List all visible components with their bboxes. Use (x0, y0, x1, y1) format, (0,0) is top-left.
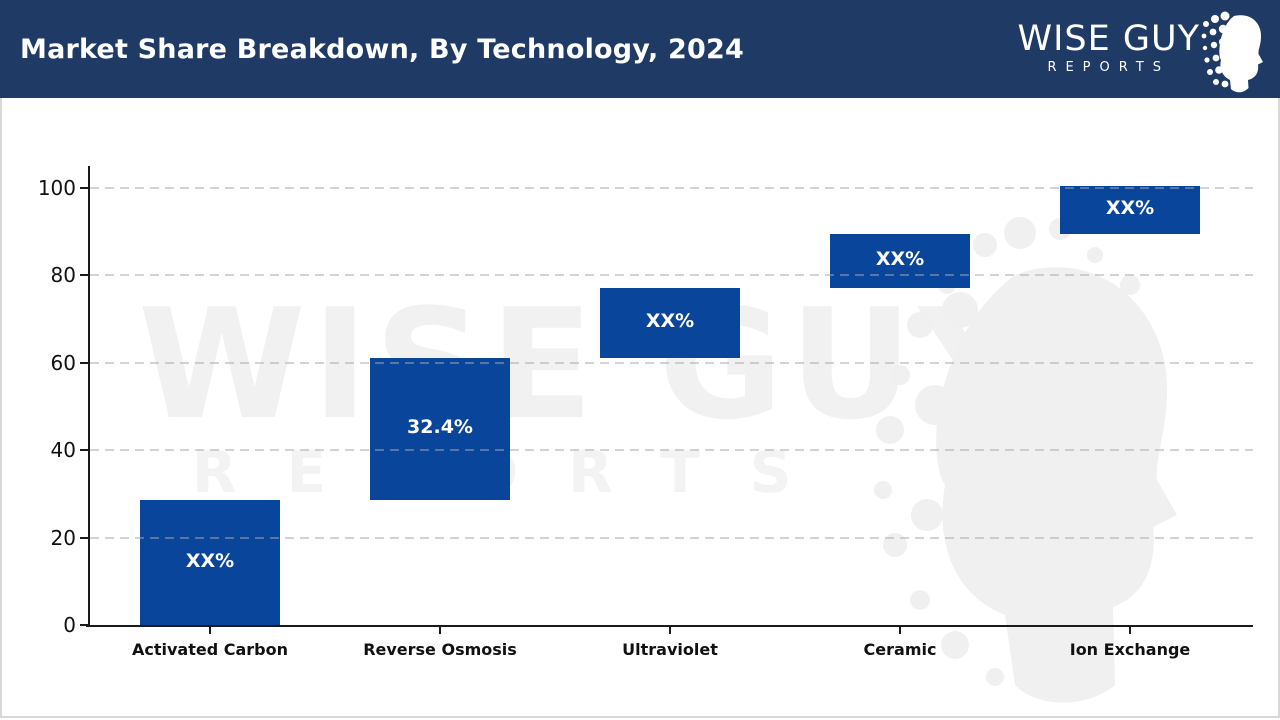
bar-value-label: XX% (645, 310, 695, 333)
page-title: Market Share Breakdown, By Technology, 2… (20, 34, 745, 65)
y-tick-label: 60 (50, 350, 76, 375)
y-tick-label: 100 (37, 176, 76, 200)
x-axis-tick (669, 627, 671, 634)
brand-subname: REPORTS (1047, 60, 1171, 75)
bar (830, 233, 970, 288)
x-axis-tick (899, 627, 901, 634)
x-category-label: Ceramic (863, 640, 937, 659)
x-axis-tick (439, 627, 441, 634)
brand-logo-text: WISE GUY REPORTS (1017, 20, 1200, 75)
y-tick-label: 40 (50, 438, 76, 463)
x-category-label: Activated Carbon (131, 640, 288, 659)
y-tick-label: 20 (50, 525, 76, 550)
x-axis-tick (209, 627, 211, 634)
bar (1060, 186, 1200, 234)
gridline (90, 187, 1253, 189)
x-axis-line (86, 625, 1253, 627)
header-bar: Market Share Breakdown, By Technology, 2… (0, 0, 1280, 98)
bar-value-label: XX% (875, 247, 925, 270)
brand-name: WISE GUY (1017, 19, 1200, 59)
brand-head-icon (1201, 11, 1263, 93)
brand-logo: WISE GUY REPORTS (1006, 6, 1266, 94)
content-frame (0, 98, 1280, 718)
bar (600, 287, 740, 359)
y-axis-tick (80, 274, 88, 277)
gridline (90, 449, 1253, 452)
x-category-label: Ion Exchange (1069, 640, 1191, 659)
gridline (90, 536, 1253, 539)
y-axis-line (88, 166, 90, 627)
bar-value-label: XX% (1105, 197, 1155, 220)
y-axis-tick (80, 624, 88, 626)
y-axis-tick (80, 187, 88, 189)
x-category-label: Reverse Osmosis (363, 640, 517, 659)
x-axis-tick (1129, 627, 1131, 634)
gridline (90, 361, 1253, 364)
y-axis-tick (80, 536, 88, 539)
gridline (90, 274, 1253, 277)
y-tick-label: 80 (50, 263, 76, 288)
y-tick-label: 0 (63, 613, 76, 637)
bar (370, 358, 510, 500)
bar (140, 500, 280, 625)
y-axis-tick (80, 449, 88, 452)
x-category-label: Ultraviolet (622, 640, 718, 659)
y-axis-tick (80, 361, 88, 364)
bar-value-label: 32.4% (407, 416, 473, 439)
bar-value-label: XX% (185, 549, 235, 572)
